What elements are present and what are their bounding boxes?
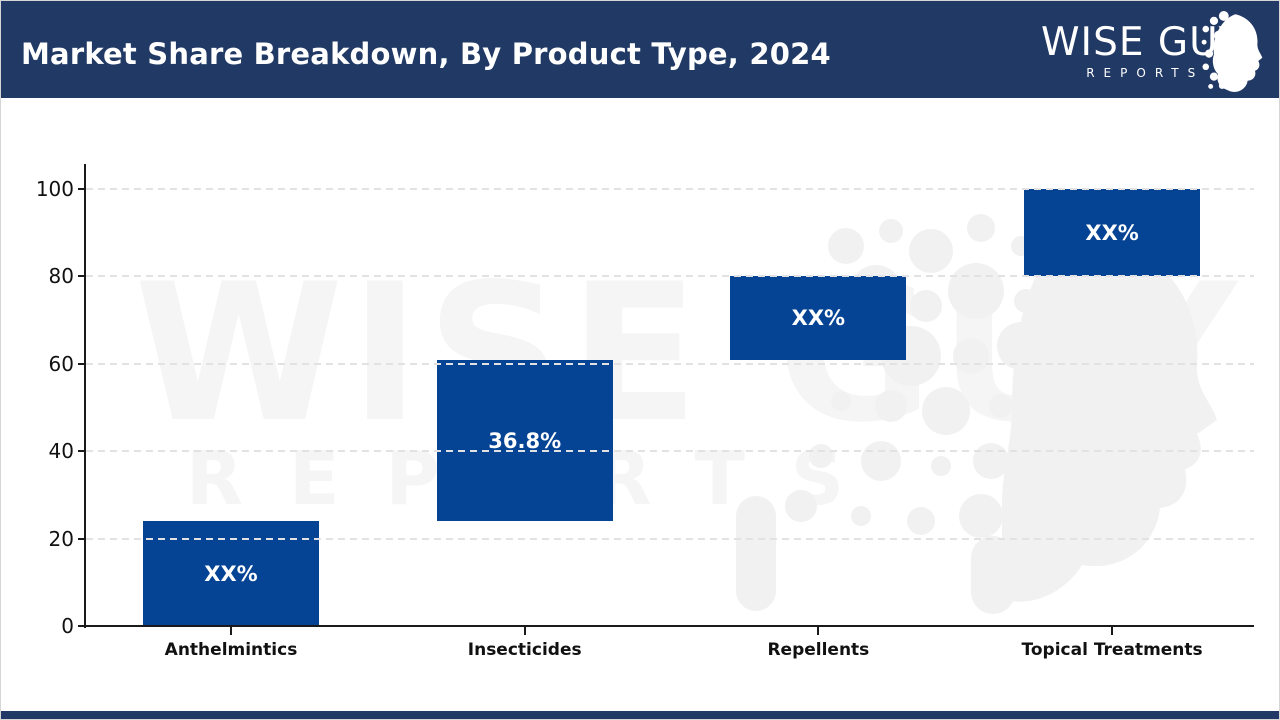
y-tickmark-40 [78,450,86,453]
logo-reports-text: REPORTS [1086,66,1205,80]
y-tick-label-100: 100 [35,177,74,201]
x-tickmark-2 [817,626,820,635]
y-tickmark-60 [78,362,86,365]
x-tick-label-1: Insecticides [467,640,582,660]
y-tickmark-100 [78,188,86,190]
bar-value-label-0: XX% [204,561,258,586]
gridline-60 [86,362,1254,365]
bar-value-label-2: XX% [791,306,846,331]
footer-bar [1,711,1279,719]
y-tick-label-60: 60 [48,351,74,376]
x-tick-label-0: Anthelmintics [164,640,298,660]
x-tick-label-2: Repellents [767,640,870,660]
bar-2: XX% [730,276,907,361]
x-axis-spine [84,625,1254,627]
y-tickmark-80 [78,275,86,278]
y-tick-label-0: 0 [61,614,74,638]
x-tickmark-0 [230,626,232,635]
gridline-20 [86,537,1254,540]
y-tick-label-20: 20 [48,526,74,551]
gridline-80 [86,275,1254,278]
wiseguy-head-icon [1201,11,1263,92]
y-axis-spine [84,164,86,628]
gridline-100 [86,188,1254,190]
gridline-40 [86,450,1254,453]
y-tick-label-80: 80 [48,264,74,289]
wiseguy-logo: WISE GUY REPORTS [1013,9,1263,93]
x-tickmark-3 [1111,626,1114,635]
bar-value-label-3: XX% [1085,220,1139,245]
bar-3: XX% [1024,189,1201,277]
x-tickmark-1 [523,626,526,635]
chart-title: Market Share Breakdown, By Product Type,… [21,37,831,71]
y-tickmark-0 [78,625,86,627]
bar-1: 36.8% [436,360,613,522]
bar-value-label-1: 36.8% [488,428,562,453]
y-tickmark-20 [78,537,86,540]
y-tick-label-40: 40 [48,439,74,464]
header-bar: Market Share Breakdown, By Product Type,… [1,1,1279,98]
x-tick-label-3: Topical Treatments [1021,640,1203,660]
